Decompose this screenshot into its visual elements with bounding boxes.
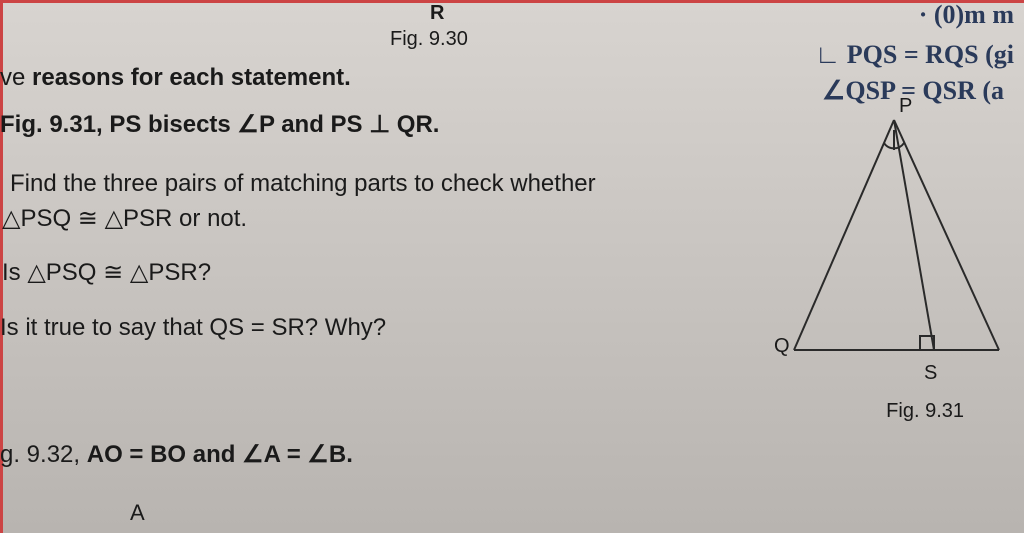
handwriting-line1: · (0)m m (919, 0, 1014, 30)
is-true-question: Is it true to say that QS = SR? Why? (0, 314, 386, 342)
vertex-s-label: S (924, 362, 937, 385)
handwriting-line2: ∟ PQS = RQS (gi (815, 40, 1014, 70)
reasons-line: ve reasons for each statement. (0, 64, 351, 92)
edge-pr (894, 120, 999, 350)
fig931-line: Fig. 9.31, PS bisects ∠P and PS ⊥ QR. (0, 110, 439, 139)
reasons-prefix: ve (0, 64, 32, 91)
figure-930-label: Fig. 9.30 (390, 28, 468, 51)
g932-prefix: g. 9.32, (0, 441, 87, 468)
g932-bold: AO = BO and ∠A = ∠B. (87, 441, 353, 468)
bisector-ps (894, 120, 934, 350)
g932-line: g. 9.32, AO = BO and ∠A = ∠B. (0, 440, 353, 469)
reasons-bold: reasons for each statement. (32, 64, 351, 91)
figure-931-label: Fig. 9.31 (886, 400, 964, 423)
edge-pq (794, 120, 894, 350)
find-line: Find the three pairs of matching parts t… (10, 166, 596, 202)
border-top (0, 0, 1024, 3)
vertex-q-label: Q (774, 335, 790, 358)
triangle-svg (784, 100, 1004, 380)
label-r-top: R (430, 2, 444, 25)
congruent-line: △PSQ ≅ △PSR or not. (2, 204, 247, 233)
is-congruent-question: Is △PSQ ≅ △PSR? (2, 258, 211, 287)
triangle-diagram: P Q S (784, 100, 1004, 380)
vertex-p-label: P (899, 95, 912, 118)
fig931-bold: Fig. 9.31, PS bisects ∠P and PS ⊥ QR. (0, 111, 439, 138)
a-bottom-label: A (130, 500, 145, 526)
